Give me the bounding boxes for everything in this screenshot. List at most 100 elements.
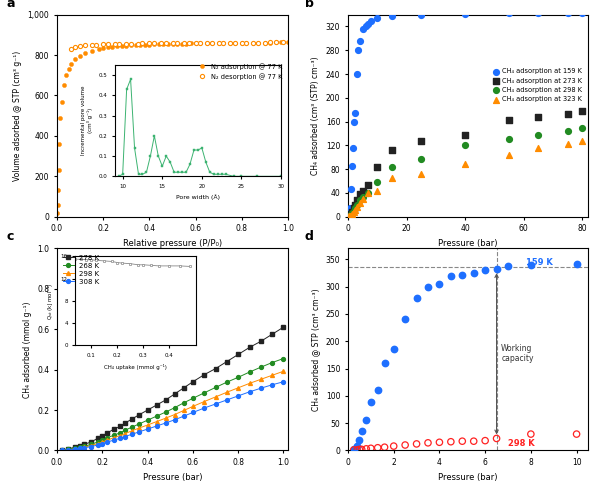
Point [434, 280, 444, 288]
N₂ desorption @ 77 K [139, 40, 146, 46]
278 K [65, 446, 72, 452]
268 K [153, 413, 160, 419]
N₂ adsorption @ 77 K [250, 39, 257, 45]
278 K [80, 442, 88, 448]
CH₄ adsorption at 273 K [358, 187, 367, 195]
268 K [117, 430, 124, 435]
278 K [110, 426, 117, 432]
N₂ desorption @ 77 K [77, 43, 84, 49]
268 K [280, 356, 287, 361]
268 K [223, 379, 230, 385]
N₂ adsorption @ 77 K [273, 39, 280, 45]
308 K [246, 389, 253, 395]
298 K [144, 422, 151, 428]
CH₄ adsorption at 159 K [347, 162, 356, 170]
CH₄ adsorption at 323 K [345, 212, 355, 220]
CH₄ adsorption at 159 K [577, 9, 587, 17]
CH₄ adsorption at 273 K [364, 181, 373, 189]
298 K [162, 415, 169, 421]
CH₄ adsorption at 273 K [563, 110, 572, 118]
Point [349, 446, 359, 454]
Point [361, 445, 371, 453]
N₂ desorption @ 77 K [100, 41, 107, 47]
CH₄ adsorption at 273 K [577, 107, 587, 115]
N₂ desorption @ 77 K [185, 40, 192, 46]
Point [481, 266, 490, 274]
N₂ desorption @ 77 K [146, 40, 153, 46]
268 K [121, 428, 128, 433]
Point [572, 430, 581, 438]
308 K [117, 435, 124, 441]
Point [526, 430, 536, 438]
N₂ desorption @ 77 K [273, 39, 280, 45]
278 K [246, 344, 253, 350]
308 K [189, 410, 196, 415]
298 K [246, 380, 253, 386]
Y-axis label: Volume adsorbed @ STP (cm³ g⁻¹): Volume adsorbed @ STP (cm³ g⁻¹) [13, 51, 22, 181]
N₂ desorption @ 77 K [192, 40, 199, 46]
308 K [80, 445, 88, 451]
Point [457, 437, 467, 445]
N₂ desorption @ 77 K [88, 42, 95, 48]
CH₄ adsorption at 298 K [345, 212, 355, 220]
CH₄ adsorption at 298 K [387, 164, 397, 171]
298 K [80, 444, 88, 450]
CH₄ adsorption at 298 K [355, 196, 365, 204]
CH₄ adsorption at 298 K [350, 204, 360, 212]
278 K [98, 433, 106, 439]
CH₄ adsorption at 323 K [349, 208, 359, 216]
CH₄ adsorption at 159 K [349, 118, 359, 126]
CH₄ adsorption at 273 K [416, 137, 426, 145]
Point [389, 346, 398, 354]
268 K [189, 395, 196, 401]
Y-axis label: CH₄ adsorbed @ STP (cm³ cm⁻³): CH₄ adsorbed @ STP (cm³ cm⁻³) [311, 288, 320, 411]
CH₄ adsorption at 273 K [350, 201, 360, 209]
CH₄ adsorption at 323 K [504, 151, 514, 159]
N₂ adsorption @ 77 K [164, 41, 172, 47]
Point [373, 387, 383, 394]
278 K [280, 324, 287, 330]
278 K [153, 402, 160, 408]
Point [389, 442, 398, 450]
CH₄ adsorption at 323 K [563, 140, 572, 148]
Point [380, 443, 389, 451]
Point [434, 438, 444, 446]
Point [446, 272, 455, 280]
N₂ desorption @ 77 K [67, 46, 74, 52]
268 K [235, 375, 242, 380]
N₂ desorption @ 77 K [134, 40, 142, 46]
Point [457, 271, 467, 279]
N₂ desorption @ 77 K [203, 40, 211, 46]
CH₄ adsorption at 159 K [416, 11, 426, 19]
N₂ desorption @ 77 K [254, 39, 262, 45]
Point [423, 439, 433, 447]
N₂ desorption @ 77 K [81, 42, 88, 48]
CH₄ adsorption at 273 K [346, 210, 356, 218]
CH₄ adsorption at 323 K [344, 212, 353, 220]
278 K [88, 439, 95, 445]
CH₄ adsorption at 159 K [563, 9, 572, 17]
278 K [189, 379, 196, 385]
308 K [98, 441, 106, 447]
Text: Working
capacity: Working capacity [501, 344, 533, 363]
268 K [98, 437, 106, 443]
N₂ desorption @ 77 K [197, 40, 204, 46]
N₂ desorption @ 77 K [243, 39, 250, 45]
278 K [212, 366, 219, 372]
CH₄ adsorption at 323 K [364, 189, 373, 197]
CH₄ adsorption at 323 K [352, 203, 362, 211]
308 K [128, 431, 136, 437]
298 K [200, 399, 208, 405]
N₂ desorption @ 77 K [227, 39, 234, 45]
N₂ desorption @ 77 K [111, 41, 118, 47]
CH₄ adsorption at 298 K [460, 142, 470, 150]
268 K [71, 446, 79, 451]
308 K [153, 423, 160, 429]
278 K [94, 435, 101, 441]
298 K [171, 412, 178, 417]
308 K [212, 401, 219, 407]
CH₄ adsorption at 298 K [504, 135, 514, 143]
CH₄ adsorption at 273 K [345, 211, 355, 219]
298 K [223, 389, 230, 395]
Point [492, 434, 502, 442]
